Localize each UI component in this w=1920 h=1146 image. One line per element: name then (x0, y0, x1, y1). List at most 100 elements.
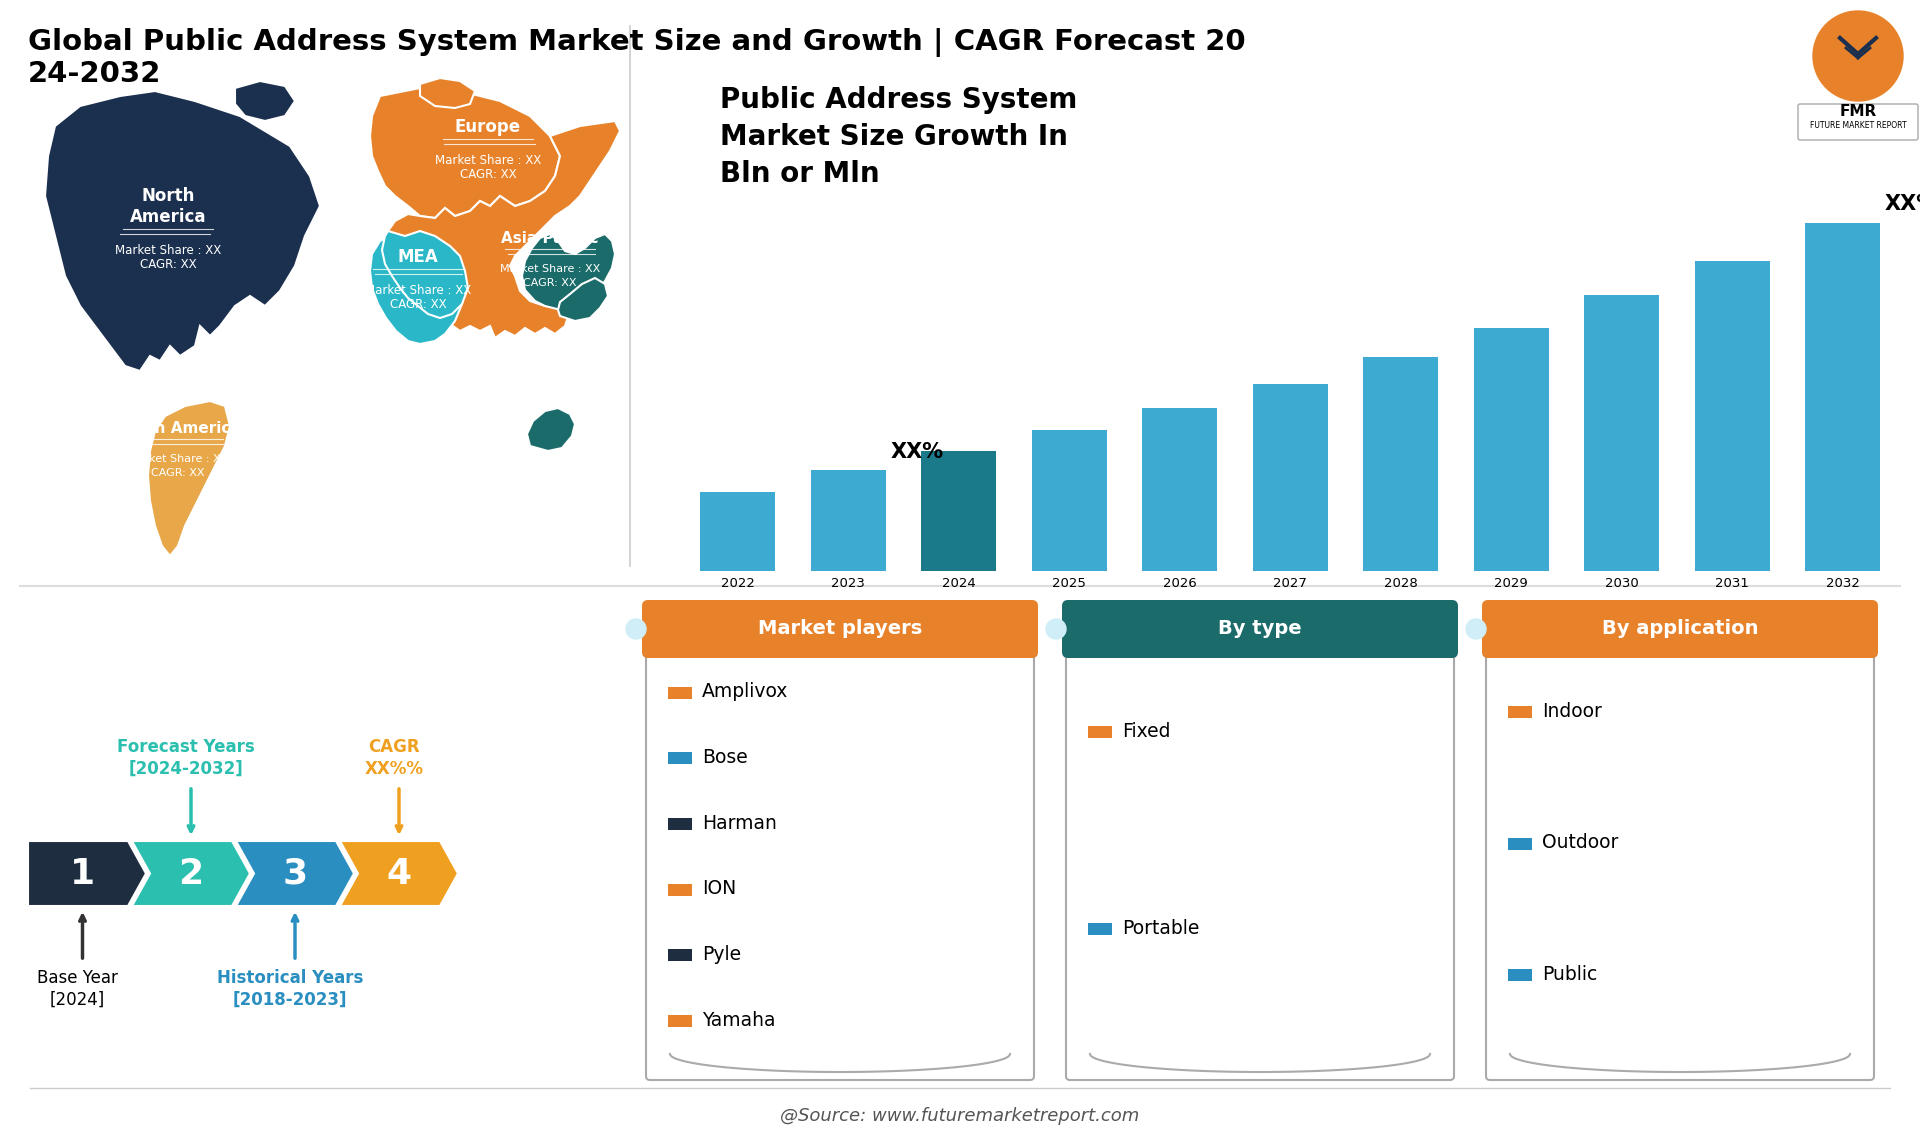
Bar (1473, 328, 1549, 571)
Text: Market Share : XX: Market Share : XX (434, 154, 541, 167)
Bar (668, 753, 691, 764)
Text: XX%: XX% (891, 441, 943, 462)
Bar (668, 884, 691, 896)
Text: Indoor: Indoor (1542, 701, 1601, 721)
Text: Harman: Harman (703, 814, 778, 832)
Text: Fixed: Fixed (1121, 722, 1171, 740)
Text: Outdoor: Outdoor (1542, 833, 1619, 853)
Polygon shape (371, 236, 465, 344)
Bar (922, 450, 996, 571)
Text: CAGR: XX: CAGR: XX (390, 298, 445, 311)
Text: Base Year
[2024]: Base Year [2024] (36, 970, 117, 1010)
FancyBboxPatch shape (1066, 602, 1453, 1080)
Text: CAGR: XX: CAGR: XX (459, 168, 516, 181)
Text: 2029: 2029 (1494, 576, 1528, 590)
Circle shape (1046, 619, 1066, 639)
Bar (668, 1015, 691, 1027)
Text: Forecast Years
[2024-2032]: Forecast Years [2024-2032] (117, 738, 255, 778)
Text: Historical Years
[2018-2023]: Historical Years [2018-2023] (217, 970, 363, 1010)
Text: CAGR
XX%%: CAGR XX%% (365, 738, 424, 778)
FancyBboxPatch shape (1797, 104, 1918, 140)
Bar (1089, 727, 1112, 738)
FancyBboxPatch shape (1486, 602, 1874, 1080)
Text: By type: By type (1217, 620, 1302, 638)
Text: FMR: FMR (1839, 103, 1876, 118)
Text: XX%: XX% (1885, 195, 1920, 214)
Polygon shape (420, 78, 474, 108)
Text: Bose: Bose (703, 748, 747, 767)
Polygon shape (371, 88, 561, 218)
Text: 2026: 2026 (1164, 576, 1196, 590)
Text: South America: South America (115, 421, 240, 435)
Bar (1142, 408, 1217, 571)
Bar (1695, 260, 1770, 571)
Text: 3: 3 (282, 856, 307, 890)
Text: 2024: 2024 (941, 576, 975, 590)
FancyBboxPatch shape (1482, 601, 1878, 658)
Bar (810, 470, 885, 571)
Bar (1089, 923, 1112, 935)
Text: 2028: 2028 (1384, 576, 1417, 590)
Polygon shape (340, 841, 459, 906)
Polygon shape (526, 408, 574, 452)
Bar (1363, 358, 1438, 571)
Text: 2: 2 (179, 856, 204, 890)
Polygon shape (522, 234, 614, 311)
Text: Amplivox: Amplivox (703, 682, 789, 701)
Bar (1031, 430, 1106, 571)
Bar (1507, 838, 1532, 849)
FancyBboxPatch shape (1062, 601, 1457, 658)
Text: North
America: North America (131, 187, 205, 226)
Text: 2022: 2022 (720, 576, 755, 590)
Text: 1: 1 (69, 856, 96, 890)
Polygon shape (132, 841, 250, 906)
Polygon shape (386, 121, 620, 338)
Bar (701, 492, 776, 571)
Text: Yamaha: Yamaha (703, 1011, 776, 1029)
Polygon shape (234, 81, 296, 121)
Text: MEA: MEA (397, 248, 438, 266)
Text: 2027: 2027 (1273, 576, 1308, 590)
Text: 2023: 2023 (831, 576, 864, 590)
Polygon shape (236, 841, 353, 906)
Bar (668, 949, 691, 961)
Bar (1252, 384, 1327, 571)
Text: Europe: Europe (455, 118, 520, 136)
Text: @Source: www.futuremarketreport.com: @Source: www.futuremarketreport.com (780, 1107, 1140, 1125)
Bar (1584, 296, 1659, 571)
Text: By application: By application (1601, 620, 1759, 638)
Text: Market Share : XX: Market Share : XX (499, 264, 601, 274)
Text: Market players: Market players (758, 620, 922, 638)
Bar (668, 818, 691, 830)
Text: 24-2032: 24-2032 (29, 60, 161, 88)
Text: Asia Pacific: Asia Pacific (501, 231, 599, 246)
Text: FUTURE MARKET REPORT: FUTURE MARKET REPORT (1811, 121, 1907, 131)
Polygon shape (44, 91, 321, 371)
Polygon shape (559, 278, 609, 321)
Text: 2031: 2031 (1715, 576, 1749, 590)
Circle shape (1467, 619, 1486, 639)
Bar (1507, 706, 1532, 719)
Text: CAGR: XX: CAGR: XX (524, 278, 576, 288)
Text: Portable: Portable (1121, 919, 1200, 937)
Text: 2025: 2025 (1052, 576, 1087, 590)
Text: Public: Public (1542, 965, 1597, 983)
Text: CAGR: XX: CAGR: XX (140, 258, 196, 270)
Text: CAGR: XX: CAGR: XX (152, 468, 205, 478)
FancyBboxPatch shape (641, 601, 1039, 658)
Text: 2030: 2030 (1605, 576, 1638, 590)
FancyBboxPatch shape (645, 602, 1035, 1080)
Bar (1507, 970, 1532, 981)
Polygon shape (148, 401, 230, 556)
Text: Public Address System
Market Size Growth In
Bln or Mln: Public Address System Market Size Growth… (720, 86, 1077, 188)
Bar (1805, 222, 1880, 571)
Text: Global Public Address System Market Size and Growth | CAGR Forecast 20: Global Public Address System Market Size… (29, 28, 1246, 57)
Text: Market Share : XX: Market Share : XX (365, 284, 470, 297)
Circle shape (1812, 11, 1903, 101)
Circle shape (626, 619, 645, 639)
Polygon shape (382, 231, 468, 317)
Text: 4: 4 (386, 856, 411, 890)
Text: Market Share : XX: Market Share : XX (115, 244, 221, 257)
Text: Pyle: Pyle (703, 944, 741, 964)
Polygon shape (29, 841, 146, 906)
